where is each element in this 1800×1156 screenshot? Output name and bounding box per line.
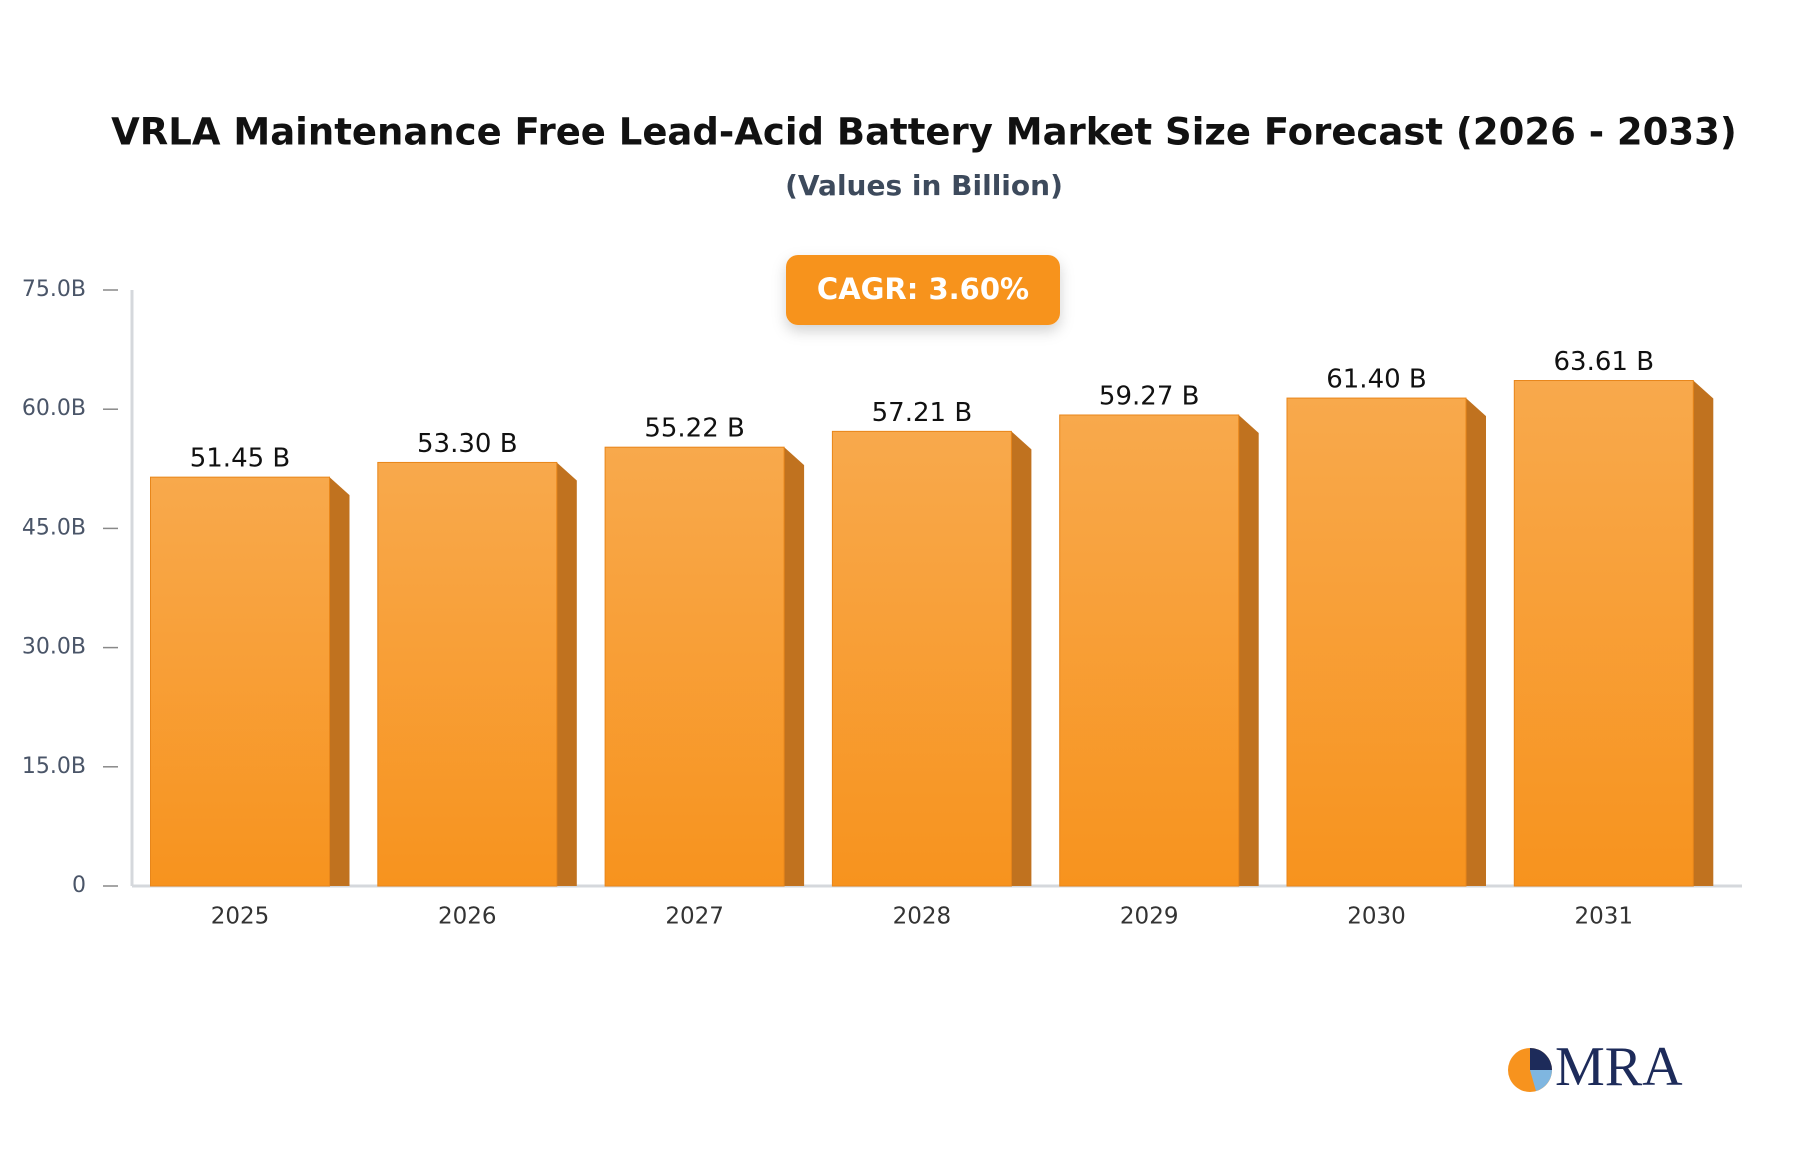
bar-side (329, 477, 350, 886)
x-tick-label: 2031 (1575, 904, 1634, 930)
y-tick-label: 15.0B (22, 754, 86, 779)
bar-side (1466, 398, 1486, 886)
y-tick-label: 30.0B (22, 635, 86, 660)
bar-side (1238, 415, 1259, 886)
cagr-badge (786, 255, 1060, 325)
logo-icon-slice (1530, 1070, 1552, 1091)
x-tick-label: 2027 (665, 904, 724, 930)
value-label: 63.61 B (1554, 347, 1655, 377)
bar-side (784, 447, 805, 886)
bar (1059, 414, 1240, 887)
bar (604, 446, 785, 887)
cagr-label: CAGR: 3.60% (817, 272, 1029, 306)
bar (150, 476, 330, 887)
bar (1286, 397, 1467, 887)
y-tick-label: 75.0B (22, 277, 86, 302)
logo: MRA (1508, 1036, 1683, 1098)
value-label: 55.22 B (644, 414, 745, 444)
x-tick-label: 2029 (1120, 904, 1179, 930)
bar (377, 461, 558, 887)
bar (1513, 380, 1694, 887)
y-tick-label: 45.0B (22, 515, 86, 540)
value-label: 51.45 B (190, 444, 291, 474)
y-tick-label: 60.0B (22, 396, 86, 421)
value-label: 61.40 B (1326, 365, 1427, 395)
value-label: 57.21 B (872, 398, 973, 428)
bar-side (1693, 380, 1714, 886)
x-tick-label: 2025 (211, 904, 270, 930)
x-tick-label: 2026 (438, 904, 497, 930)
logo-text: MRA (1555, 1036, 1683, 1098)
bar-side (556, 462, 577, 886)
value-label: 53.30 B (417, 429, 518, 459)
bar (831, 430, 1012, 887)
chart-subtitle: (Values in Billion) (785, 169, 1063, 202)
logo-icon-slice (1530, 1048, 1552, 1070)
chart-title: VRLA Maintenance Free Lead-Acid Battery … (111, 111, 1737, 154)
y-tick-label: 0 (72, 873, 86, 898)
value-label: 59.27 B (1099, 382, 1200, 412)
bar-side (1011, 431, 1032, 886)
x-tick-label: 2028 (893, 904, 952, 930)
x-tick-label: 2030 (1347, 904, 1406, 930)
